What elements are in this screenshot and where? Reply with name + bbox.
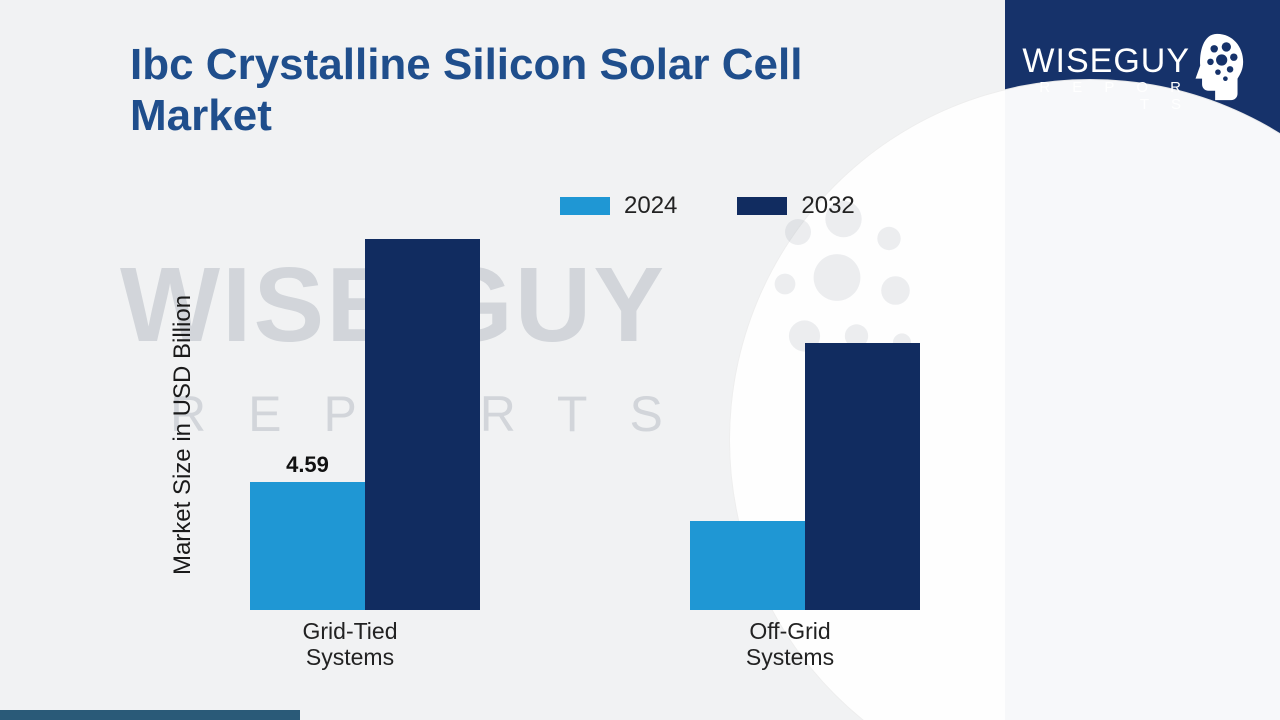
brand-name: WISEGUY <box>1020 42 1190 81</box>
legend-item-2024: 2024 <box>560 192 677 220</box>
legend-item-2032: 2032 <box>737 192 854 220</box>
legend-label-2024: 2024 <box>624 192 677 220</box>
bar-2032 <box>365 239 480 610</box>
chart-title: Ibc Crystalline Silicon Solar Cell Marke… <box>130 40 890 141</box>
page: WISE GUY REPORTS Ibc Crystalline Silicon… <box>0 0 1280 720</box>
plot-area: 4.59Grid-TiedSystems Off-GridSystems <box>135 220 965 610</box>
bar-2024 <box>690 521 805 610</box>
bar-2024: 4.59 <box>250 482 365 610</box>
bar-group: 4.59Grid-TiedSystems <box>250 220 510 610</box>
bar-2032 <box>805 343 920 610</box>
bar-group: Off-GridSystems <box>690 220 950 610</box>
legend-swatch-2024 <box>560 197 610 215</box>
legend: 2024 2032 <box>560 192 855 220</box>
bottom-accent-bar <box>0 710 300 720</box>
legend-swatch-2032 <box>737 197 787 215</box>
brand-subtitle: R E P O R T S <box>1020 79 1190 113</box>
brand-head-icon <box>1184 32 1250 102</box>
category-label: Off-GridSystems <box>660 610 920 671</box>
bar-value-label: 4.59 <box>250 452 365 482</box>
category-label: Grid-TiedSystems <box>220 610 480 671</box>
legend-label-2032: 2032 <box>801 192 854 220</box>
chart-area: Market Size in USD Billion 4.59Grid-Tied… <box>95 220 965 650</box>
